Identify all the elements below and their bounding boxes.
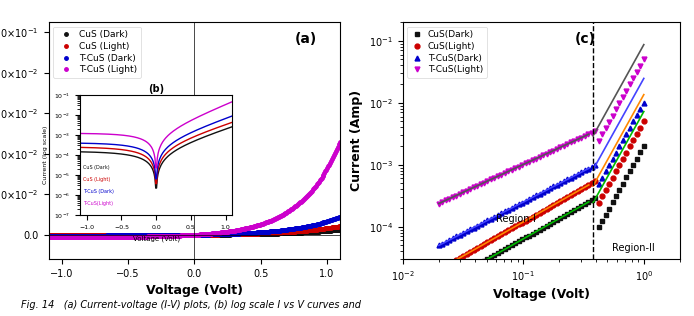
Line: T-CuS (Light): T-CuS (Light)	[46, 140, 342, 239]
Line: T-CuS(Light): T-CuS(Light)	[437, 57, 646, 206]
T-CuS(Light)	[504, 169, 512, 173]
T-CuS (Dark)	[309, 223, 317, 227]
CuS (Dark)	[45, 233, 53, 237]
CuS (Light)	[218, 233, 226, 236]
T-CuS(Light)	[500, 171, 509, 175]
CuS(Light)	[504, 228, 512, 232]
T-CuS (Light)	[44, 235, 53, 239]
CuS(Dark)	[640, 144, 648, 148]
T-CuS (Light)	[218, 230, 226, 234]
CuS(Dark)	[564, 212, 572, 216]
CuS(Light)	[640, 119, 648, 123]
Y-axis label: Current (Amp): Current (Amp)	[350, 90, 363, 191]
T-CuS (Light)	[309, 187, 317, 191]
Text: T-CuS (Dark): T-CuS (Dark)	[83, 189, 114, 194]
CuS (Light)	[45, 234, 53, 237]
CuS (Dark)	[290, 231, 298, 235]
T-CuS(Light)	[564, 142, 572, 146]
CuS (Dark)	[309, 230, 317, 234]
T-CuS (Light)	[45, 235, 53, 239]
X-axis label: Voltage (Volt): Voltage (Volt)	[146, 284, 243, 297]
T-CuS(Dark)	[486, 217, 495, 221]
Text: (b): (b)	[148, 84, 164, 94]
T-CuS(Light)	[469, 185, 477, 189]
T-CuS (Dark)	[290, 227, 298, 231]
T-CuS (Dark)	[217, 232, 226, 236]
CuS(Dark)	[500, 247, 509, 251]
Text: CuS (Dark): CuS (Dark)	[83, 165, 110, 170]
Line: CuS (Dark): CuS (Dark)	[46, 228, 342, 237]
Legend: CuS(Dark), CuS(Light), T-CuS(Dark), T-CuS(Light): CuS(Dark), CuS(Light), T-CuS(Dark), T-Cu…	[407, 27, 486, 78]
CuS (Light)	[223, 233, 231, 236]
T-CuS(Light)	[493, 174, 502, 178]
CuS(Dark)	[493, 251, 502, 255]
CuS(Dark)	[434, 285, 443, 289]
Text: Region-II: Region-II	[613, 243, 655, 253]
Legend: CuS (Dark), CuS (Light), T-CuS (Dark), T-CuS (Light): CuS (Dark), CuS (Light), T-CuS (Dark), T…	[53, 27, 141, 78]
Y-axis label: Current (log scale): Current (log scale)	[43, 126, 49, 184]
T-CuS (Dark)	[44, 234, 53, 238]
Line: CuS(Light): CuS(Light)	[437, 119, 646, 272]
CuS (Dark)	[44, 233, 53, 237]
CuS (Dark)	[223, 233, 231, 236]
T-CuS(Dark)	[564, 178, 572, 181]
Text: Region-I: Region-I	[496, 214, 536, 224]
T-CuS (Dark)	[218, 232, 226, 236]
T-CuS(Dark)	[500, 210, 509, 213]
CuS (Dark)	[217, 233, 226, 236]
Text: (a): (a)	[294, 32, 316, 46]
CuS(Light)	[564, 195, 572, 199]
CuS(Dark)	[486, 255, 495, 259]
X-axis label: Voltage (Volt): Voltage (Volt)	[133, 235, 180, 242]
CuS(Dark)	[469, 265, 477, 269]
CuS (Light)	[44, 234, 53, 237]
Text: Fig. 14   (a) Current-voltage (I-V) plots, (b) log scale I vs V curves and: Fig. 14 (a) Current-voltage (I-V) plots,…	[21, 300, 361, 310]
T-CuS(Light)	[640, 58, 648, 61]
T-CuS(Dark)	[504, 208, 512, 212]
T-CuS (Light)	[336, 140, 344, 144]
Line: CuS (Light): CuS (Light)	[46, 224, 342, 237]
T-CuS(Light)	[434, 202, 443, 205]
CuS (Light)	[309, 228, 317, 232]
CuS(Light)	[486, 238, 495, 242]
Line: CuS(Dark): CuS(Dark)	[437, 144, 646, 289]
T-CuS(Dark)	[640, 101, 648, 105]
CuS (Light)	[217, 233, 226, 236]
CuS(Light)	[500, 230, 509, 234]
T-CuS(Dark)	[469, 226, 477, 229]
X-axis label: Voltage (Volt): Voltage (Volt)	[493, 288, 590, 301]
T-CuS(Light)	[486, 178, 495, 181]
T-CuS(Dark)	[434, 243, 443, 247]
T-CuS (Dark)	[45, 234, 53, 238]
CuS(Light)	[469, 248, 477, 252]
CuS (Dark)	[218, 233, 226, 236]
T-CuS (Light)	[223, 230, 231, 234]
T-CuS(Dark)	[493, 213, 502, 217]
Text: T-CuS(Light): T-CuS(Light)	[83, 201, 113, 206]
CuS (Dark)	[336, 228, 344, 232]
T-CuS (Light)	[290, 205, 298, 209]
CuS(Dark)	[504, 246, 512, 249]
CuS(Light)	[493, 234, 502, 238]
Line: T-CuS(Dark): T-CuS(Dark)	[437, 100, 646, 248]
CuS(Light)	[434, 268, 443, 271]
CuS (Light)	[290, 230, 298, 234]
Text: CuS (Light): CuS (Light)	[83, 177, 110, 182]
Text: (c): (c)	[575, 32, 595, 46]
T-CuS (Dark)	[336, 215, 344, 219]
Line: T-CuS (Dark): T-CuS (Dark)	[46, 215, 342, 237]
CuS (Light)	[336, 224, 344, 228]
T-CuS (Dark)	[223, 232, 231, 236]
T-CuS (Light)	[217, 231, 226, 234]
